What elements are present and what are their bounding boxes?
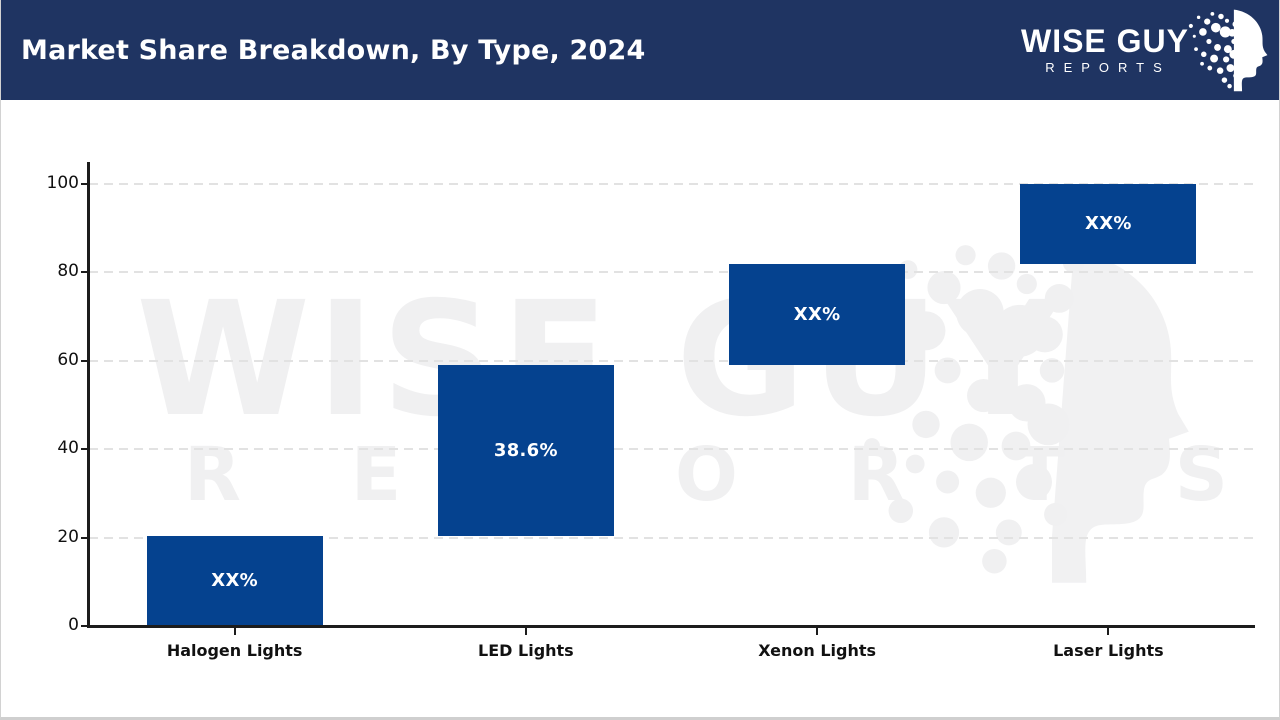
y-tick-label: 40 [57, 438, 79, 459]
grid-line [89, 359, 1254, 362]
y-tick-label: 0 [68, 615, 79, 635]
bar-xenon-lights: XX% [729, 263, 906, 366]
y-axis-tick [81, 625, 89, 627]
logo-wordmark: WISE GUY [1020, 23, 1189, 59]
bar-halogen-lights: XX% [146, 535, 323, 626]
x-axis-tick [524, 628, 527, 635]
x-axis-tick [816, 628, 819, 635]
grid-line [89, 536, 1254, 539]
bar-led-lights: 38.6% [437, 365, 614, 536]
waterfall-chart: 0 20 40 60 80 100 XX% Halogen Lights 38.6% LED Li… [1, 100, 1279, 717]
y-axis-tick [81, 271, 89, 274]
bar-value-label: XX% [211, 570, 258, 592]
bar-value-label: XX% [793, 303, 841, 325]
x-axis-tick [233, 628, 236, 635]
x-axis-line [87, 625, 1255, 628]
page-title: Market Share Breakdown, By Type, 2024 [21, 34, 646, 66]
wise-guy-reports-logo: WISE GUY REPORTS [1011, 4, 1271, 96]
watermark-face-icon [861, 245, 1189, 583]
grid-line [89, 183, 1254, 185]
bar-value-label: XX% [1085, 213, 1132, 235]
y-axis-line [87, 161, 90, 626]
y-tick-label: 80 [57, 261, 79, 282]
grid-line [89, 271, 1254, 274]
logo-text: WISE GUY REPORTS [1021, 25, 1189, 75]
bar-value-label: 38.6% [493, 440, 558, 462]
y-tick-label: 20 [57, 526, 79, 547]
grid-line [89, 448, 1254, 451]
logo-face-icon [1188, 9, 1268, 92]
bar-laser-lights: XX% [1020, 184, 1197, 264]
y-tick-label: 100 [46, 173, 79, 193]
x-tick-label: LED Lights [478, 641, 574, 660]
y-axis-tick [81, 359, 89, 362]
y-axis-tick [81, 448, 89, 451]
x-tick-label: Laser Lights [1053, 641, 1164, 660]
x-tick-label: Xenon Lights [758, 641, 877, 660]
y-tick-label: 60 [57, 349, 79, 370]
header-bar: Market Share Breakdown, By Type, 2024 WI… [1, 0, 1279, 100]
y-axis-tick [81, 183, 89, 185]
y-axis-tick [81, 536, 89, 539]
logo-subtitle: REPORTS [1045, 60, 1171, 75]
x-tick-label: Halogen Lights [166, 641, 303, 660]
x-axis-tick [1107, 628, 1110, 635]
